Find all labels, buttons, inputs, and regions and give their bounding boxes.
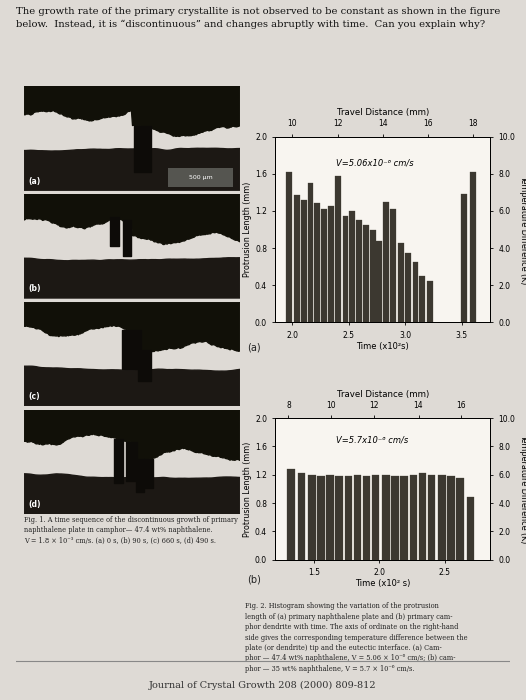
- Text: 500 μm: 500 μm: [189, 175, 213, 180]
- Bar: [398, 244, 404, 323]
- X-axis label: Time (x10²s): Time (x10²s): [357, 342, 409, 351]
- Bar: [298, 473, 305, 560]
- Bar: [419, 473, 426, 560]
- Bar: [438, 475, 446, 560]
- Bar: [419, 276, 425, 323]
- Bar: [467, 498, 474, 560]
- Text: (a): (a): [247, 343, 261, 353]
- Bar: [356, 220, 362, 323]
- Text: Fig. 2. Histogram showing the variation of the protrusion
length of (a) primary : Fig. 2. Histogram showing the variation …: [245, 603, 467, 673]
- X-axis label: Travel Distance (mm): Travel Distance (mm): [337, 390, 429, 398]
- Text: (b): (b): [28, 284, 41, 293]
- Text: Fig. 1. A time sequence of the discontinuous growth of primary
naphthalene plate: Fig. 1. A time sequence of the discontin…: [24, 516, 238, 545]
- Bar: [294, 195, 300, 323]
- Bar: [470, 172, 476, 323]
- Bar: [404, 253, 410, 323]
- Bar: [391, 476, 399, 560]
- Text: The growth rate of the primary crystallite is not observed to be constant as sho: The growth rate of the primary crystalli…: [16, 7, 500, 29]
- Bar: [390, 209, 396, 323]
- Text: (d): (d): [28, 500, 41, 509]
- Bar: [363, 476, 370, 560]
- Bar: [382, 475, 390, 560]
- Bar: [345, 476, 352, 560]
- Bar: [447, 476, 455, 560]
- Text: Journal of Crystal Growth 208 (2000) 809-812: Journal of Crystal Growth 208 (2000) 809…: [149, 680, 377, 690]
- Y-axis label: Temperature Difference (K): Temperature Difference (K): [519, 434, 526, 544]
- Bar: [315, 204, 320, 323]
- Bar: [370, 230, 376, 323]
- Text: (b): (b): [247, 574, 261, 584]
- Bar: [400, 476, 408, 560]
- Bar: [363, 225, 369, 323]
- Y-axis label: Protrusion Length (mm): Protrusion Length (mm): [243, 182, 252, 277]
- Bar: [372, 475, 379, 560]
- Bar: [342, 216, 348, 323]
- X-axis label: Time (x10² s): Time (x10² s): [355, 579, 410, 588]
- Bar: [287, 469, 295, 560]
- X-axis label: Travel Distance (mm): Travel Distance (mm): [337, 108, 429, 117]
- Bar: [286, 172, 292, 323]
- FancyBboxPatch shape: [168, 168, 233, 187]
- Bar: [335, 176, 340, 323]
- Bar: [383, 202, 389, 323]
- Bar: [349, 211, 355, 323]
- Bar: [321, 209, 327, 323]
- Bar: [328, 206, 333, 323]
- Bar: [301, 199, 307, 323]
- Text: V=5.06x10⁻⁶ cm/s: V=5.06x10⁻⁶ cm/s: [336, 159, 413, 168]
- Bar: [317, 476, 325, 560]
- Bar: [461, 194, 467, 323]
- Bar: [410, 475, 417, 560]
- Bar: [412, 262, 419, 323]
- Bar: [326, 475, 334, 560]
- Bar: [457, 478, 464, 560]
- Y-axis label: Protrusion Length (mm): Protrusion Length (mm): [243, 441, 252, 537]
- Bar: [427, 281, 433, 323]
- Bar: [308, 475, 316, 560]
- Bar: [353, 475, 361, 560]
- Bar: [336, 476, 343, 560]
- Bar: [428, 475, 436, 560]
- Bar: [377, 241, 382, 323]
- Y-axis label: Temperature Difference (K): Temperature Difference (K): [519, 175, 526, 284]
- Text: (a): (a): [28, 176, 40, 186]
- Text: (c): (c): [28, 392, 39, 401]
- Bar: [308, 183, 313, 323]
- Text: V=5.7x10⁻⁶ cm/s: V=5.7x10⁻⁶ cm/s: [336, 435, 408, 444]
